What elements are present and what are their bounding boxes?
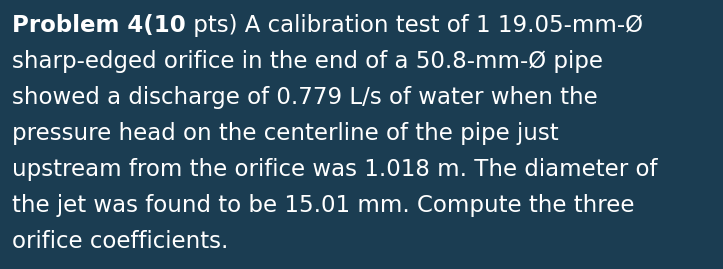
Text: Problem 4(10: Problem 4(10 (12, 14, 186, 37)
Text: orifice coefficients.: orifice coefficients. (12, 230, 228, 253)
Text: pts) A calibration test of 1 19.05-mm-Ø: pts) A calibration test of 1 19.05-mm-Ø (186, 14, 643, 37)
Text: sharp-edged orifice in the end of a 50.8-mm-Ø pipe: sharp-edged orifice in the end of a 50.8… (12, 50, 603, 73)
Text: showed a discharge of 0.779 L/s of water when the: showed a discharge of 0.779 L/s of water… (12, 86, 598, 109)
Text: the jet was found to be 15.01 mm. Compute the three: the jet was found to be 15.01 mm. Comput… (12, 194, 635, 217)
Text: upstream from the orifice was 1.018 m. The diameter of: upstream from the orifice was 1.018 m. T… (12, 158, 657, 181)
Text: pressure head on the centerline of the pipe just: pressure head on the centerline of the p… (12, 122, 559, 145)
